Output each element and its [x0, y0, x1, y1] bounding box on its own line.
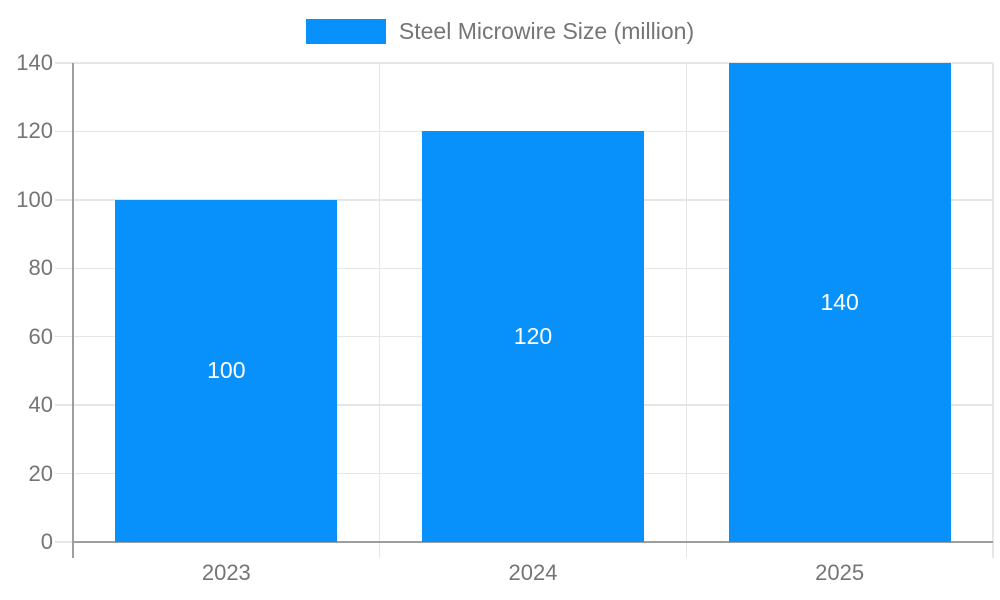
bar-2023[interactable]: 100: [115, 199, 338, 542]
category-separator-gridline: [685, 63, 688, 558]
y-axis-tick-label: 140: [16, 50, 53, 75]
bar-value-label: 100: [207, 357, 246, 384]
category-separator-gridline: [378, 63, 381, 558]
bar-value-label: 140: [820, 289, 859, 315]
y-axis-tick-label: 120: [16, 118, 53, 144]
y-axis-tick-label: 20: [28, 460, 53, 486]
x-axis-category-label: 2025: [815, 560, 865, 585]
legend-label: Steel Microwire Size (million): [398, 18, 695, 44]
y-axis-tick-label: 100: [16, 186, 53, 212]
y-axis-tick-label: 40: [28, 392, 53, 418]
category-separator-gridline: [992, 63, 994, 558]
y-axis-tick-label: 60: [28, 323, 53, 349]
x-axis-category-label: 2023: [201, 560, 251, 585]
y-axis-tick-label: 80: [28, 255, 53, 281]
y-axis-tick-label: 0: [40, 529, 53, 554]
bar-2024[interactable]: 120: [422, 131, 644, 542]
legend[interactable]: Steel Microwire Size (million): [0, 18, 1000, 44]
x-axis-line: [73, 541, 993, 543]
gridline: [55, 62, 993, 64]
bar-2025[interactable]: 140: [728, 63, 951, 542]
legend-swatch: [305, 19, 386, 44]
y-axis-line: [72, 63, 74, 558]
bar-value-label: 120: [513, 323, 553, 350]
x-axis-category-label: 2024: [508, 560, 558, 585]
